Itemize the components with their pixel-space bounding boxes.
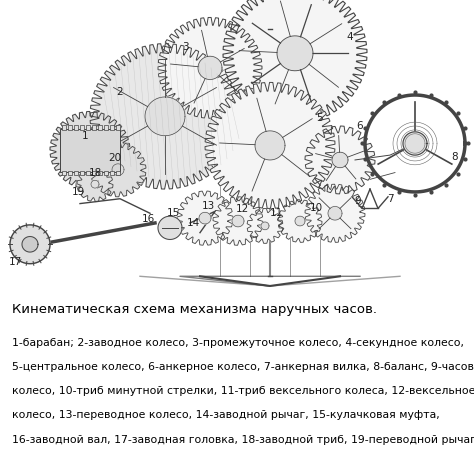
Polygon shape: [10, 225, 50, 264]
Text: 14: 14: [186, 218, 200, 228]
Polygon shape: [77, 167, 113, 202]
Polygon shape: [112, 164, 124, 175]
Polygon shape: [261, 222, 269, 230]
Text: 13: 13: [201, 202, 215, 212]
Text: 18: 18: [88, 168, 101, 178]
Polygon shape: [80, 141, 100, 160]
Polygon shape: [90, 142, 146, 197]
Bar: [86, 125, 90, 130]
Polygon shape: [247, 208, 283, 243]
Text: 2: 2: [117, 87, 123, 97]
Text: 12: 12: [236, 204, 249, 214]
Bar: [74, 171, 78, 175]
Bar: [74, 125, 78, 130]
Polygon shape: [295, 216, 305, 226]
Polygon shape: [177, 191, 233, 245]
Bar: [98, 125, 102, 130]
Polygon shape: [332, 152, 348, 168]
Text: 5: 5: [317, 113, 323, 123]
Polygon shape: [199, 213, 211, 224]
Text: 15: 15: [166, 208, 180, 218]
Text: 11: 11: [269, 208, 283, 218]
Text: 6: 6: [357, 121, 363, 131]
Polygon shape: [145, 97, 185, 136]
Polygon shape: [205, 82, 335, 208]
Polygon shape: [223, 0, 367, 123]
Text: колесо, 13-переводное колесо, 14-заводной рычаг, 15-кулачковая муфта,: колесо, 13-переводное колесо, 14-заводно…: [12, 410, 439, 420]
Bar: [110, 171, 114, 175]
Polygon shape: [158, 216, 182, 240]
Text: 4: 4: [346, 32, 353, 42]
Polygon shape: [90, 44, 240, 189]
Polygon shape: [277, 36, 313, 71]
Text: 7: 7: [387, 194, 393, 204]
Text: 5-центральное колесо, 6-анкерное колесо, 7-анкерная вилка, 8-баланс, 9-часовое: 5-центральное колесо, 6-анкерное колесо,…: [12, 362, 474, 372]
Bar: [68, 125, 72, 130]
Polygon shape: [403, 132, 427, 155]
Text: 3: 3: [182, 42, 188, 52]
Bar: [86, 171, 90, 175]
Bar: [116, 171, 120, 175]
Text: 9: 9: [355, 196, 361, 206]
Text: 16-заводной вал, 17-заводная головка, 18-заводной триб, 19-переводной рычаг,: 16-заводной вал, 17-заводная головка, 18…: [12, 435, 474, 445]
Polygon shape: [198, 56, 222, 80]
Bar: [98, 171, 102, 175]
Text: 1: 1: [82, 131, 88, 141]
Text: 20: 20: [109, 153, 121, 163]
Polygon shape: [213, 197, 263, 245]
Polygon shape: [305, 184, 365, 242]
Polygon shape: [278, 200, 322, 242]
Bar: [62, 171, 66, 175]
Bar: [80, 171, 84, 175]
Text: 19: 19: [72, 187, 85, 197]
Text: 16: 16: [141, 214, 155, 224]
Polygon shape: [22, 236, 38, 252]
Text: 17: 17: [9, 257, 22, 267]
Polygon shape: [328, 207, 342, 220]
Bar: [62, 125, 66, 130]
Text: 8: 8: [452, 152, 458, 162]
Text: 1-барабан; 2-заводное колесо, 3-промежуточное колесо, 4-секундное колесо,: 1-барабан; 2-заводное колесо, 3-промежут…: [12, 338, 464, 348]
Polygon shape: [232, 215, 244, 227]
Bar: [68, 171, 72, 175]
Polygon shape: [158, 17, 262, 118]
Polygon shape: [50, 111, 130, 189]
Bar: [92, 125, 96, 130]
Bar: [60, 129, 120, 172]
Bar: [116, 125, 120, 130]
Bar: [92, 171, 96, 175]
Polygon shape: [255, 131, 285, 160]
Text: колесо, 10-триб минутной стрелки, 11-триб вексельного колеса, 12-вексельное: колесо, 10-триб минутной стрелки, 11-три…: [12, 386, 474, 396]
Text: Кинематическая схема механизма наручных часов.: Кинематическая схема механизма наручных …: [12, 303, 377, 316]
Bar: [104, 171, 108, 175]
Bar: [110, 125, 114, 130]
Bar: [80, 125, 84, 130]
Polygon shape: [305, 126, 375, 194]
Text: 10: 10: [310, 203, 323, 213]
Polygon shape: [91, 180, 99, 188]
Bar: [104, 125, 108, 130]
